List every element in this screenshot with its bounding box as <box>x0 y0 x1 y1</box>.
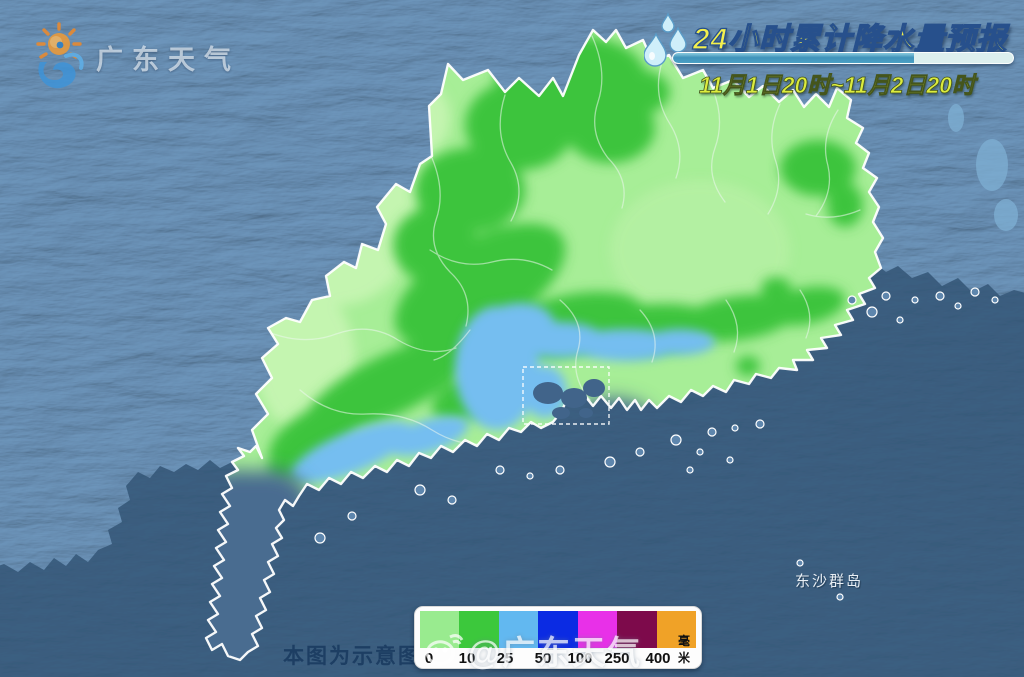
legend-swatch <box>538 611 578 648</box>
hongkong-islands <box>533 379 605 419</box>
title-divider-bar-fill <box>673 53 915 63</box>
water-droplets-icon <box>644 12 687 67</box>
legend-tick: 250 <box>604 650 630 667</box>
hongkong-dashed-boundary <box>522 366 610 425</box>
legend-swatch <box>656 611 696 648</box>
weibo-icon <box>425 634 464 666</box>
legend-tick: 400 <box>645 650 671 667</box>
legend-swatches <box>420 611 696 648</box>
legend-swatch <box>459 611 499 648</box>
dongsha-island-label: 东沙群岛 <box>795 572 863 590</box>
legend-swatch <box>617 611 657 648</box>
legend-tick: 25 <box>496 650 514 667</box>
county-boundaries <box>267 35 861 454</box>
station-logo: 广东天气 <box>26 20 240 94</box>
legend-unit: 毫米 <box>678 634 691 665</box>
rain-25-50 <box>291 303 715 483</box>
precipitation-legend: 毫米 0 10 25 50 100 250 400 <box>414 606 702 669</box>
legend-swatch <box>498 611 539 648</box>
watermark: @广东天气 <box>420 626 642 674</box>
legend-tick: 10 <box>458 650 476 667</box>
islands <box>314 287 999 601</box>
fujian-coast-bays <box>948 104 1018 231</box>
title-divider-bar <box>672 52 1014 64</box>
legend-tick: 100 <box>567 650 593 667</box>
forecast-period: 11月1日20时~11月2日20时 <box>699 72 976 99</box>
disclaimer-note: 本图为示意图 <box>283 645 421 668</box>
forecast-title: 24小时累计降水量预报 <box>692 22 1008 56</box>
legend-swatch <box>577 611 618 648</box>
watermark-text: @广东天气 <box>468 634 643 671</box>
sun-swirl-logo-icon <box>36 22 84 89</box>
logo-text: 广东天气 <box>96 44 240 75</box>
legend-tick: 50 <box>534 650 552 667</box>
